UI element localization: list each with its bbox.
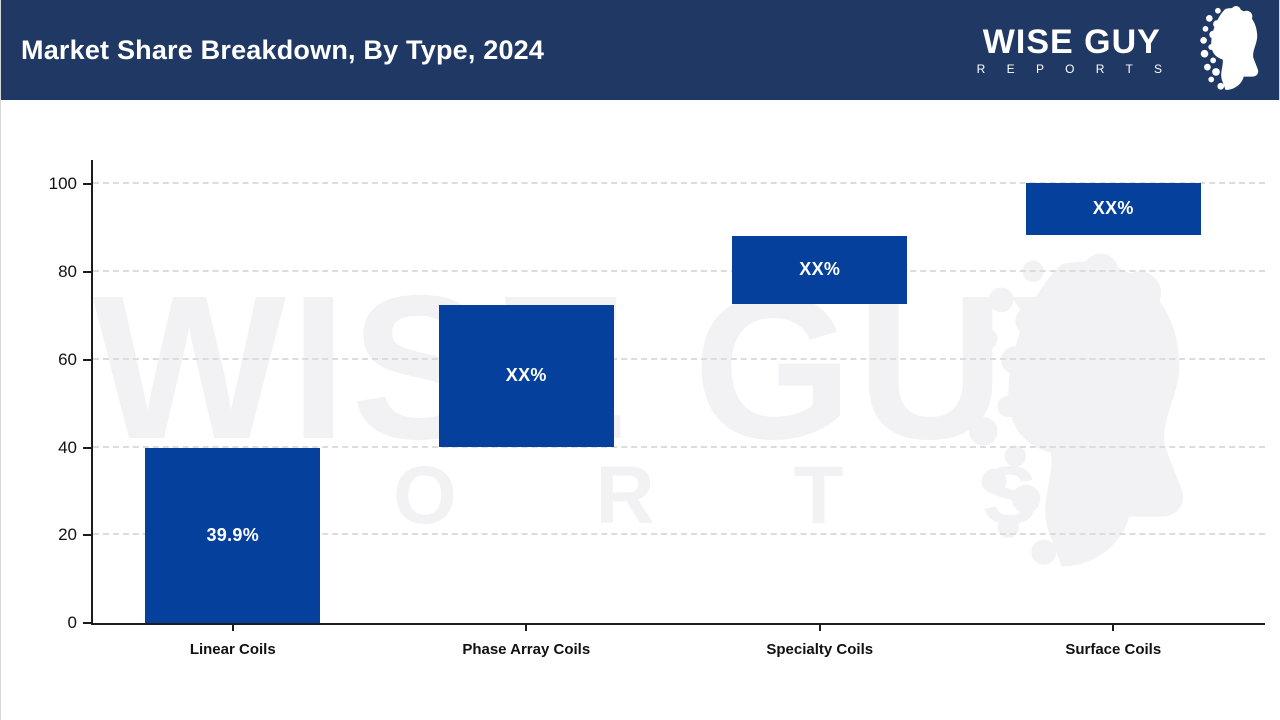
y-axis-tick-label: 20 xyxy=(58,525,77,545)
plot-area: 0 20 40 60 80 100 39.9% Linear Coils XX% Phase Ar… xyxy=(49,160,1265,658)
y-axis-tick-label: 40 xyxy=(58,437,77,457)
x-axis-tick xyxy=(1112,623,1115,631)
gridline xyxy=(93,357,1265,360)
x-axis-category-label: Specialty Coils xyxy=(766,641,874,658)
page-title: Market Share Breakdown, By Type, 2024 xyxy=(21,34,545,65)
y-axis-tick-label: 80 xyxy=(58,262,77,282)
y-axis-tick xyxy=(83,271,91,274)
x-axis-tick xyxy=(525,623,528,631)
y-axis-tick xyxy=(83,534,91,537)
gridline xyxy=(93,182,1265,185)
y-axis-tick xyxy=(83,358,91,361)
y-axis-tick xyxy=(83,183,91,186)
y-axis-tick-label: 100 xyxy=(48,174,77,194)
chart-region: WISE GUY P O R T S 0 20 40 60 80 100 39.9% Line… xyxy=(1,100,1280,720)
brand-logo: WISE GUY R E P O R T S xyxy=(973,3,1259,98)
bar-value-label: XX% xyxy=(799,259,841,280)
header: Market Share Breakdown, By Type, 2024 WI… xyxy=(1,0,1279,100)
gridline xyxy=(93,270,1265,273)
bar-value-label: XX% xyxy=(1092,198,1134,219)
brand-logo-text: WISE GUY R E P O R T S xyxy=(973,25,1171,75)
bar-value-label: XX% xyxy=(505,365,547,386)
watermark-head-icon xyxy=(866,210,1186,615)
bar-segment: 39.9% xyxy=(145,447,321,623)
y-axis-tick-label: 60 xyxy=(58,349,77,369)
brand-name: WISE GUY xyxy=(982,23,1161,61)
bar-segment: XX% xyxy=(732,235,908,304)
watermark-subtext: P O R T S xyxy=(201,450,1096,541)
x-axis-category-label: Surface Coils xyxy=(1065,641,1162,658)
x-axis-tick xyxy=(231,623,234,631)
logo-head-icon xyxy=(1173,3,1259,98)
bar-segment: XX% xyxy=(438,304,614,448)
gridline xyxy=(93,445,1265,448)
y-axis-tick xyxy=(83,622,91,624)
y-axis-tick-label: 0 xyxy=(67,613,77,632)
brand-subname: R E P O R T S xyxy=(976,62,1171,76)
y-axis-tick xyxy=(83,446,91,449)
x-axis-category-label: Phase Array Coils xyxy=(462,641,591,658)
bar-value-label: 39.9% xyxy=(206,524,260,545)
gridline xyxy=(93,533,1265,536)
x-axis-tick xyxy=(818,623,821,631)
x-axis-category-label: Linear Coils xyxy=(189,641,276,658)
bar-segment: XX% xyxy=(1025,183,1201,235)
